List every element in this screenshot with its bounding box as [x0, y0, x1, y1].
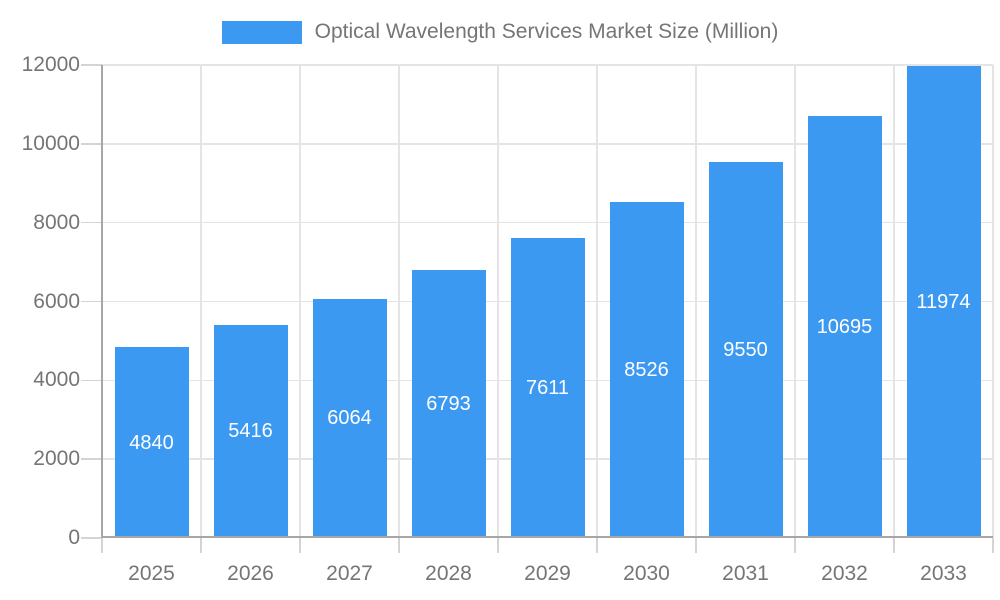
y-tick: [81, 300, 102, 303]
bar-value-label: 4840: [129, 431, 174, 454]
x-gridline: [596, 65, 598, 538]
x-tick: [200, 538, 202, 553]
y-tick: [81, 537, 102, 539]
y-axis-line: [101, 65, 103, 538]
x-tick: [794, 538, 796, 553]
legend-swatch-icon: [221, 20, 302, 44]
x-tick: [893, 538, 895, 553]
bar-2027: 6064: [312, 298, 387, 538]
bar-value-label: 9550: [723, 338, 768, 361]
bar-value-label: 6064: [327, 407, 372, 430]
bar-2031: 9550: [708, 161, 783, 538]
x-tick: [596, 538, 598, 553]
x-tick: [695, 538, 697, 553]
legend[interactable]: Optical Wavelength Services Market Size …: [0, 20, 1000, 44]
y-tick-label: 6000: [33, 289, 80, 313]
y-tick-label: 2000: [33, 447, 80, 471]
plot-area: 4840 5416 6064 6793 7611 8526 9550 10695 11974: [81, 64, 994, 553]
y-tick-label: 4000: [33, 368, 80, 392]
legend-label: Optical Wavelength Services Market Size …: [314, 20, 779, 43]
y-gridline: [102, 221, 993, 224]
x-tick-label: 2032: [821, 562, 868, 585]
x-gridline: [893, 65, 895, 538]
y-tick: [81, 143, 102, 145]
y-tick-label: 8000: [33, 210, 80, 234]
bar-value-label: 8526: [624, 358, 669, 381]
bar-2033: 11974: [906, 66, 981, 538]
x-tick-label: 2025: [128, 562, 175, 585]
bar-2030: 8526: [609, 201, 684, 538]
bar-value-label: 10695: [816, 316, 873, 339]
x-gridline: [992, 65, 994, 538]
x-gridline: [695, 65, 697, 538]
x-tick-label: 2026: [227, 562, 274, 585]
x-tick-label: 2030: [623, 562, 670, 585]
bar-2032: 10695: [807, 116, 882, 538]
x-axis-line: [102, 536, 993, 538]
y-tick-label: 10000: [21, 131, 80, 155]
y-tick: [81, 221, 102, 224]
x-tick: [398, 538, 400, 553]
x-tick-label: 2029: [524, 562, 571, 585]
x-gridline: [299, 65, 301, 538]
y-tick: [81, 379, 102, 382]
bar-2026: 5416: [213, 324, 288, 538]
y-tick: [81, 458, 102, 460]
x-tick-label: 2028: [425, 562, 472, 585]
x-gridline: [398, 65, 400, 538]
x-tick-label: 2033: [920, 562, 967, 585]
bar-value-label: 7611: [525, 376, 569, 399]
bar-value-label: 5416: [228, 420, 273, 443]
y-tick-label: 12000: [21, 53, 80, 76]
x-gridline: [794, 65, 796, 538]
x-tick: [101, 538, 103, 553]
x-gridline: [200, 65, 202, 538]
x-tick: [299, 538, 301, 553]
x-tick: [992, 538, 994, 553]
bar-2025: 4840: [114, 347, 189, 538]
bar-value-label: 6793: [426, 393, 471, 416]
x-tick: [497, 538, 499, 553]
x-gridline: [497, 65, 499, 538]
bar-2029: 7611: [510, 237, 585, 538]
y-tick: [81, 64, 102, 66]
x-tick-label: 2031: [722, 562, 769, 585]
x-tick-label: 2027: [326, 562, 373, 585]
bar-value-label: 11974: [916, 291, 971, 313]
y-gridline: [102, 64, 993, 66]
bar-2028: 6793: [411, 270, 486, 538]
y-gridline: [102, 143, 993, 145]
y-tick-label: 0: [68, 526, 80, 549]
